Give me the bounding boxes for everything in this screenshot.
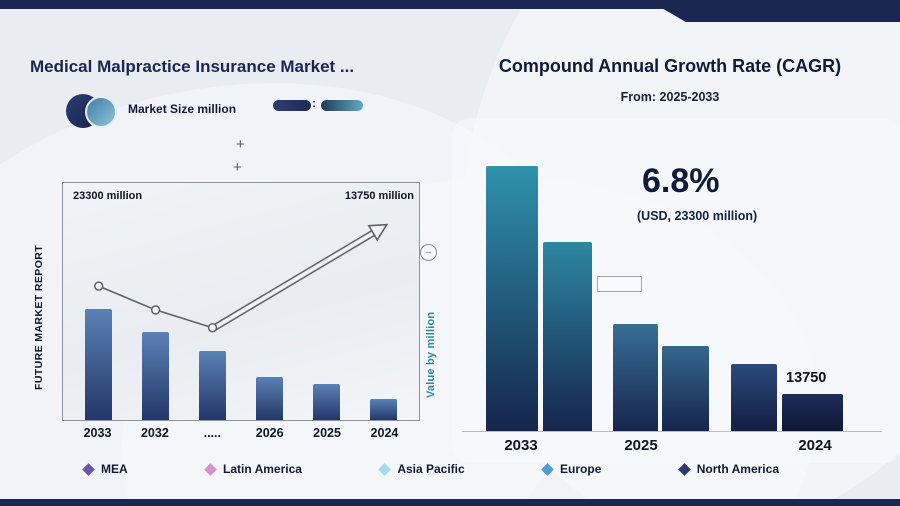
pill-icon-teal xyxy=(321,100,363,111)
plus-icon: + xyxy=(236,136,245,153)
left-chart-endpoint-values: 23300 million 13750 million xyxy=(73,190,414,202)
diamond-icon xyxy=(82,462,95,476)
left-chart-x-label: 2033 xyxy=(83,426,112,440)
minus-glyph: − xyxy=(425,246,432,259)
trend-arrow-icon xyxy=(93,223,389,333)
bottom-border xyxy=(0,499,900,506)
diamond-icon xyxy=(677,462,691,476)
left-chart-panel: 23300 million 13750 million xyxy=(62,182,420,421)
left-chart-x-label-text: ..... xyxy=(203,426,221,440)
pill-separator: : xyxy=(312,96,316,110)
legend-label: Europe xyxy=(560,462,602,476)
left-chart-x-label: 2026 xyxy=(255,426,284,440)
legend-item-north-america: North America xyxy=(677,462,779,476)
minus-circle-icon: − xyxy=(420,244,437,261)
legend-label: Latin America xyxy=(223,462,302,476)
left-chart-x-label: 2024 xyxy=(370,426,399,440)
right-chart-bar-2025 xyxy=(613,324,658,431)
left-chart-bars xyxy=(63,183,419,420)
value-by-million-label: Value by million xyxy=(425,311,437,399)
top-right-accent xyxy=(648,0,900,22)
right-chart-bar-2024 xyxy=(731,364,777,431)
bar-value-13750: 13750 xyxy=(786,370,827,386)
legend-label: MEA xyxy=(101,462,128,476)
left-chart-start-value: 23300 million xyxy=(73,190,143,202)
left-chart-x-label-text: 2026 xyxy=(255,426,284,440)
legend-item-mea: MEA xyxy=(82,462,128,476)
right-chart-x-labels: 2033 2025 2024 xyxy=(0,437,900,457)
legend-item-latin-america: Latin America xyxy=(204,462,302,476)
right-chart-bar-2025 xyxy=(662,346,709,431)
left-chart-bar-2024 xyxy=(370,398,397,420)
right-chart-axis xyxy=(462,431,882,432)
market-size-icon xyxy=(64,92,122,130)
future-market-report-label: FUTURE MARKET REPORT xyxy=(33,244,45,391)
right-chart-x-label-2033: 2033 xyxy=(504,437,538,454)
legend-label: Asia Pacific xyxy=(397,462,465,476)
left-chart-bar-2033 xyxy=(85,308,112,420)
left-chart-bar-2026 xyxy=(256,377,283,420)
left-chart-x-label-text: 2024 xyxy=(370,426,399,440)
diamond-icon xyxy=(378,462,392,476)
cagr-note: (USD, 23300 million) xyxy=(637,209,758,223)
left-chart-x-label: ..... xyxy=(199,426,226,440)
plus-icon: + xyxy=(233,159,242,176)
cylinder-front-icon xyxy=(85,96,117,128)
left-chart-bar-2032 xyxy=(142,332,169,420)
left-chart-x-label-text: 2033 xyxy=(83,426,112,440)
left-chart-x-label: 2025 xyxy=(313,426,341,440)
legend-item-asia-pacific: Asia Pacific xyxy=(378,462,465,476)
right-chart-x-label-2024: 2024 xyxy=(798,437,832,454)
right-chart-x-label-2025: 2025 xyxy=(624,437,658,454)
right-chart-bar-2033 xyxy=(543,242,592,431)
left-chart-bar-..... xyxy=(199,351,226,420)
cagr-subtitle: From: 2025-2033 xyxy=(620,90,720,104)
pill-icon-navy xyxy=(273,100,311,111)
right-chart-bar-2024 xyxy=(782,394,843,431)
right-chart-bar-2033 xyxy=(486,166,538,431)
left-chart-end-value: 13750 million xyxy=(344,190,414,202)
market-size-label: Market Size million xyxy=(128,102,237,116)
diamond-icon xyxy=(541,462,554,476)
left-chart-bar-2025 xyxy=(313,384,340,420)
legend-row: MEA Latin America Asia Pacific Europe North … xyxy=(82,462,779,476)
right-chart-bars xyxy=(486,150,856,431)
box-outline-icon xyxy=(597,276,642,292)
left-chart-x-labels: 2033 2032..... 2026 2025 2024 xyxy=(62,426,420,440)
diamond-icon xyxy=(204,462,217,476)
cagr-title: Compound Annual Growth Rate (CAGR) xyxy=(498,56,842,76)
cagr-value: 6.8% xyxy=(642,162,720,200)
left-chart-x-label-text: 2025 xyxy=(313,426,341,440)
left-chart-x-label: 2032 xyxy=(140,426,169,440)
left-chart-x-label-text: 2032 xyxy=(140,426,169,440)
top-border xyxy=(0,0,900,9)
left-chart-title: Medical Malpractice Insurance Market ... xyxy=(30,57,355,76)
legend-label: North America xyxy=(696,462,779,476)
legend-item-europe: Europe xyxy=(541,462,602,476)
